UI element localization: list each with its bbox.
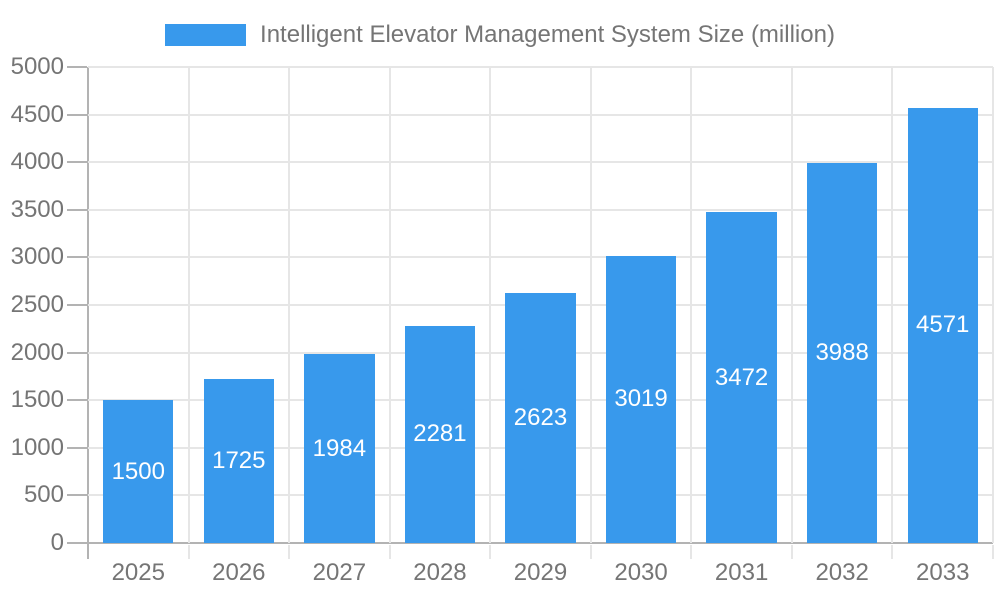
x-tick-label: 2028 <box>413 559 467 586</box>
bar-value-label: 3019 <box>614 385 668 413</box>
y-tick-label: 4000 <box>10 148 64 176</box>
x-tick-label: 2033 <box>916 559 970 586</box>
y-axis-tick <box>67 351 87 354</box>
h-gridline <box>88 208 993 211</box>
v-gridline <box>388 67 391 543</box>
y-axis-tick <box>67 304 87 306</box>
x-tick-label: 2030 <box>614 559 668 586</box>
bar-value-label: 3988 <box>815 339 869 367</box>
y-tick-label: 2000 <box>10 338 64 366</box>
x-axis-tick <box>891 545 894 559</box>
bar: 2281 <box>404 325 476 543</box>
y-axis-tick <box>67 494 87 497</box>
x-axis-tick <box>288 545 291 559</box>
x-tick-label: 2029 <box>513 559 568 586</box>
legend-label: Intelligent Elevator Management System S… <box>260 21 835 48</box>
bar: 3019 <box>605 255 677 543</box>
x-tick-label: 2032 <box>815 559 869 586</box>
h-gridline <box>88 66 993 68</box>
v-gridline <box>790 67 793 543</box>
v-gridline <box>187 67 190 543</box>
y-axis-tick <box>67 161 87 164</box>
y-axis-tick <box>67 399 87 402</box>
x-tick-label: 2031 <box>714 559 769 586</box>
v-gridline <box>589 67 592 543</box>
h-gridline <box>88 113 993 116</box>
bar: 2623 <box>505 293 576 543</box>
h-gridline <box>88 256 993 259</box>
h-gridline <box>88 161 993 164</box>
y-axis-line <box>87 67 89 559</box>
bar-value-label: 1984 <box>312 434 367 462</box>
y-tick-label: 1000 <box>10 433 64 461</box>
y-tick-label: 1500 <box>10 386 64 414</box>
bar: 3472 <box>706 212 777 543</box>
legend: Intelligent Elevator Management System S… <box>0 21 1000 49</box>
y-axis-tick <box>67 208 87 211</box>
bar: 3988 <box>806 163 878 543</box>
bar-value-label: 4571 <box>916 311 970 339</box>
y-axis-tick <box>67 113 87 116</box>
y-tick-label: 3500 <box>10 195 64 223</box>
x-axis-tick <box>589 545 592 559</box>
x-tick-label: 2026 <box>212 559 266 586</box>
y-tick-label: 5000 <box>10 53 64 80</box>
x-axis-tick <box>388 545 391 559</box>
bar-value-label: 1500 <box>111 457 165 485</box>
bar-value-label: 3472 <box>714 363 769 391</box>
y-axis-tick <box>67 256 87 259</box>
y-tick-label: 2500 <box>10 291 64 318</box>
v-gridline <box>992 67 994 543</box>
y-axis-tick <box>67 446 87 449</box>
bar: 1500 <box>103 400 174 543</box>
y-tick-label: 500 <box>23 481 64 509</box>
y-axis-tick <box>67 66 87 68</box>
v-gridline <box>690 67 693 543</box>
bar-value-label: 2281 <box>413 420 467 448</box>
bar: 1984 <box>304 354 375 543</box>
y-tick-label: 3000 <box>10 243 64 271</box>
x-axis-tick <box>992 545 994 559</box>
x-axis-labels: 2025 2026 2027 2028 2029 2030 2031 2032 2033 <box>88 543 993 593</box>
x-axis-tick <box>489 545 492 559</box>
bar: 4571 <box>907 107 978 543</box>
plot-area: 1500 1725 1984 2281 2623 3019 3472 3988 4571 <box>67 66 994 559</box>
x-axis-tick <box>187 545 190 559</box>
x-axis-tick <box>690 545 693 559</box>
x-axis-line <box>74 542 993 544</box>
v-gridline <box>891 67 894 543</box>
x-tick-label: 2027 <box>312 559 367 586</box>
bar-value-label: 2623 <box>513 404 568 432</box>
bar-value-label: 1725 <box>212 446 266 474</box>
bar: 1725 <box>203 378 274 543</box>
x-axis-tick <box>790 545 793 559</box>
legend-swatch <box>165 24 247 46</box>
y-tick-label: 4500 <box>10 100 64 128</box>
x-tick-label: 2025 <box>111 559 165 586</box>
v-gridline <box>288 67 291 543</box>
y-axis-labels: 0 500 1000 1500 2000 2500 3000 3500 4000 4500 5000 <box>0 53 64 556</box>
y-tick-label: 0 <box>50 529 64 556</box>
y-axis-tick <box>67 542 87 544</box>
v-gridline <box>489 67 492 543</box>
